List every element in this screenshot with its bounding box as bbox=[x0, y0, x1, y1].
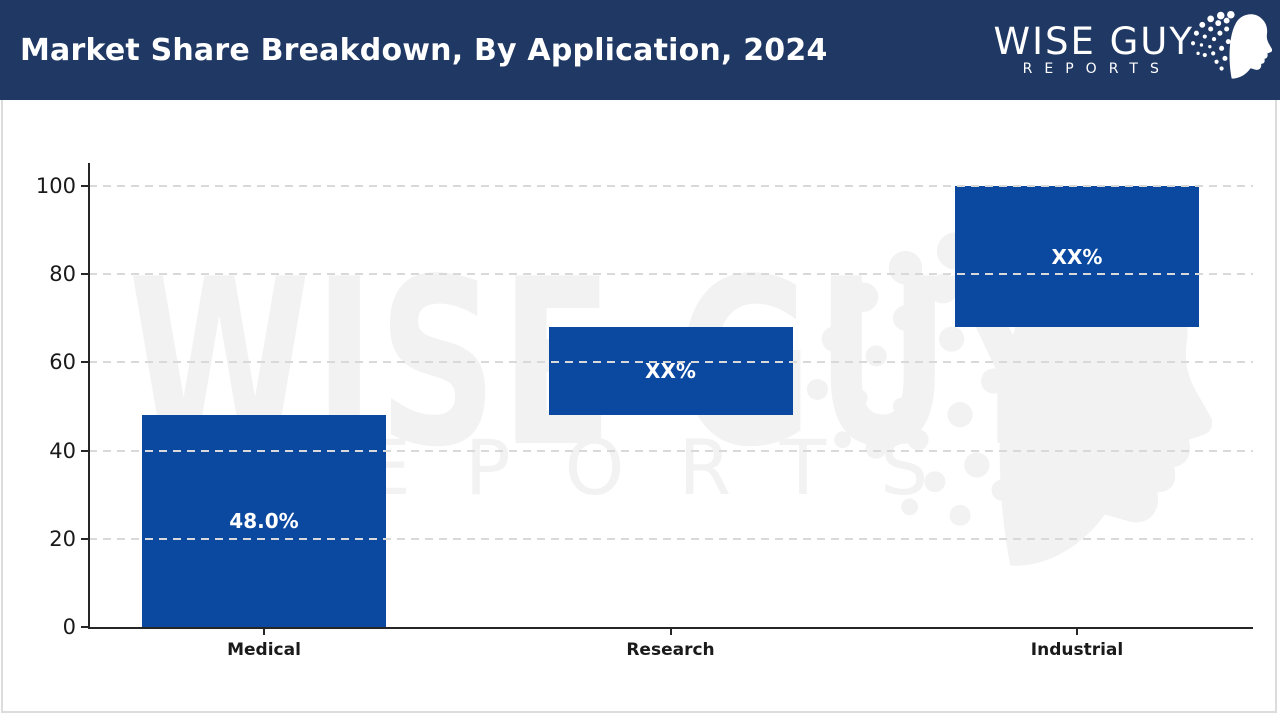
y-tick-label: 20 bbox=[49, 526, 76, 551]
x-tick-label: Medical bbox=[227, 640, 301, 660]
y-tick-mark bbox=[81, 273, 88, 276]
logo-subtitle: REPORTS bbox=[1022, 61, 1171, 78]
x-tick-mark bbox=[263, 628, 265, 635]
y-tick-label: 80 bbox=[49, 262, 76, 287]
gridline-100 bbox=[89, 185, 1253, 187]
gridline-80 bbox=[89, 273, 1253, 276]
wiseguy-logo: WISE GUY REPORTS bbox=[994, 8, 1272, 92]
x-axis-spine bbox=[88, 627, 1253, 629]
bar-value-label: XX% bbox=[645, 359, 696, 384]
y-tick-label: 100 bbox=[35, 174, 76, 198]
y-tick-mark bbox=[81, 626, 88, 628]
wiseguy-face-icon bbox=[1190, 10, 1272, 79]
bar-value-label: XX% bbox=[1051, 244, 1103, 269]
x-tick-label: Industrial bbox=[1030, 640, 1124, 660]
y-axis-spine bbox=[88, 163, 90, 629]
gridline-60 bbox=[89, 361, 1253, 364]
gridline-40 bbox=[89, 449, 1253, 452]
y-tick-mark bbox=[81, 537, 88, 540]
figure-border bbox=[1, 100, 1277, 713]
gridline-20 bbox=[89, 537, 1253, 540]
y-tick-mark bbox=[81, 361, 88, 364]
wiseguy-logo-text: WISE GUY REPORTS bbox=[993, 19, 1194, 78]
y-tick-mark bbox=[81, 185, 88, 187]
logo-wordmark: WISE GUY bbox=[993, 19, 1194, 63]
bar-value-label: 48.0% bbox=[229, 509, 299, 534]
header-bar: Market Share Breakdown, By Application, … bbox=[0, 0, 1280, 100]
x-tick-label: Research bbox=[626, 640, 715, 660]
y-tick-mark bbox=[81, 449, 88, 452]
bar-research bbox=[548, 327, 793, 416]
y-tick-label: 40 bbox=[49, 438, 76, 463]
y-tick-label: 0 bbox=[62, 615, 76, 639]
y-tick-label: 60 bbox=[49, 350, 76, 375]
x-tick-mark bbox=[669, 628, 672, 635]
page-title: Market Share Breakdown, By Application, … bbox=[20, 32, 828, 68]
x-tick-mark bbox=[1076, 628, 1078, 635]
